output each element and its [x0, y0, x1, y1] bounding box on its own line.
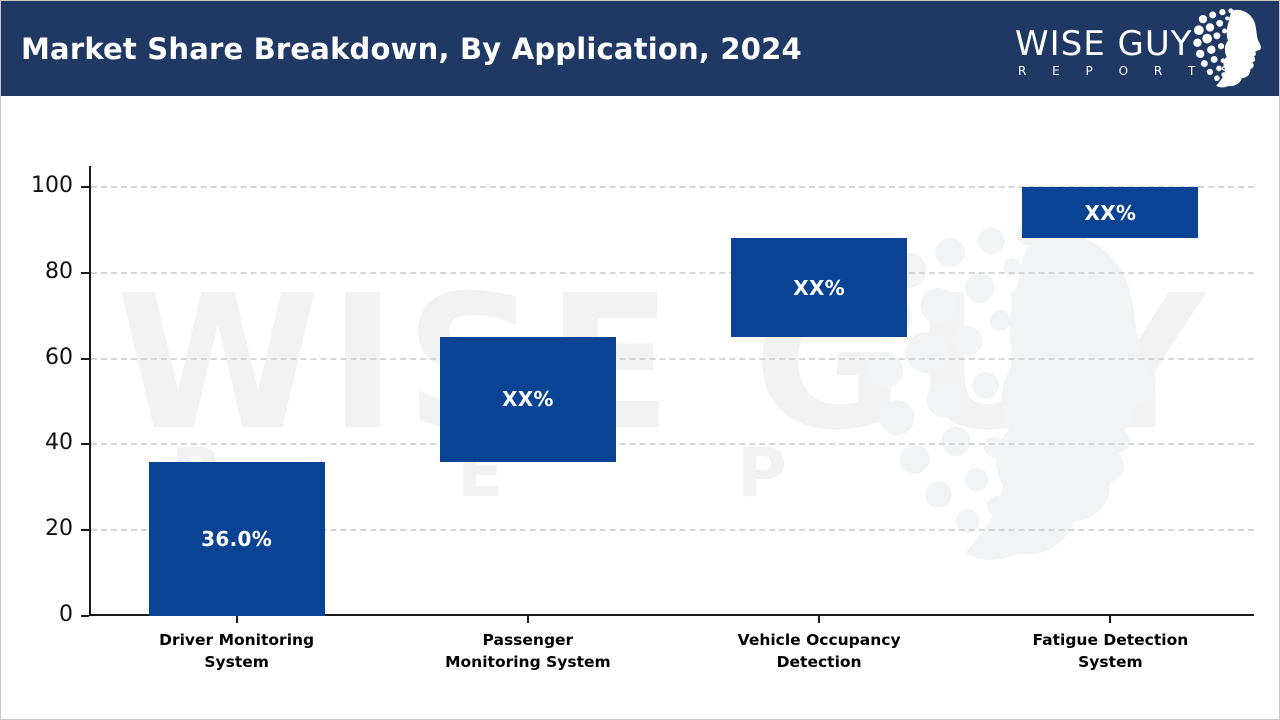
y-tick-60	[81, 357, 89, 360]
y-tick-label-20: 20	[45, 516, 73, 542]
plot-area: 0 20 40 60 80 100 36.0% Driver Monitoring System…	[31, 166, 1254, 671]
logo-subtitle: R E P O R T S	[1018, 64, 1240, 78]
gridline-60	[91, 357, 1254, 360]
x-axis-label-line: System	[1078, 652, 1143, 671]
bar-fatigue-detection-system: XX%	[1022, 187, 1199, 239]
y-tick-20	[81, 529, 89, 532]
bar-value-label: XX%	[1084, 200, 1137, 225]
y-tick-label-80: 80	[45, 258, 73, 284]
wise-guy-reports-logo: WISE GUY R E P O R T S	[1015, 8, 1265, 90]
y-tick-label-100: 100	[31, 173, 73, 198]
gridline-20	[91, 529, 1254, 532]
bar-value-label: XX%	[501, 387, 554, 412]
gridline-100	[91, 186, 1254, 188]
x-axis-label-line: Vehicle Occupancy	[737, 631, 901, 649]
x-axis-label-line: Detection	[776, 652, 862, 671]
bar-driver-monitoring-system: 36.0%	[148, 461, 325, 616]
bar-value-label: 36.0%	[201, 526, 273, 551]
x-axis-label-vehicle-occupancy-detection: Vehicle Occupancy Detection	[684, 630, 954, 673]
x-axis-label-line: Driver Monitoring	[159, 631, 315, 649]
bar-vehicle-occupancy-detection: XX%	[731, 238, 908, 338]
gridline-40	[91, 443, 1254, 446]
y-tick-100	[81, 186, 89, 188]
x-tick-vehicle-occupancy-detection	[818, 616, 821, 623]
y-tick-0	[81, 615, 89, 617]
y-tick-label-60: 60	[45, 344, 73, 370]
x-tick-fatigue-detection-system	[1109, 616, 1112, 623]
x-axis-label-line: Fatigue Detection	[1032, 631, 1189, 649]
logo-wordmark: WISE GUY	[1015, 24, 1193, 64]
x-axis-label-line: Monitoring System	[445, 652, 611, 671]
dotted-head-profile-icon	[1189, 8, 1267, 90]
y-tick-label-0: 0	[59, 602, 73, 627]
x-axis-label-line: Passenger	[482, 631, 574, 649]
x-axis-label-fatigue-detection-system: Fatigue Detection System	[975, 630, 1245, 673]
x-tick-passenger-monitoring-system	[526, 616, 529, 623]
y-tick-80	[81, 271, 89, 274]
x-axis-label-line: System	[204, 652, 269, 671]
bar-passenger-monitoring-system: XX%	[439, 337, 616, 462]
chart-title: Market Share Breakdown, By Application, …	[21, 31, 802, 66]
x-axis-label-driver-monitoring-system: Driver Monitoring System	[102, 630, 372, 673]
y-tick-40	[81, 443, 89, 446]
x-tick-driver-monitoring-system	[235, 616, 238, 623]
gridline-80	[91, 271, 1254, 274]
x-axis-label-passenger-monitoring-system: Passenger Monitoring System	[393, 630, 663, 673]
y-tick-label-40: 40	[45, 430, 73, 456]
bar-value-label: XX%	[793, 275, 846, 300]
header-bar: Market Share Breakdown, By Application, …	[1, 1, 1279, 96]
